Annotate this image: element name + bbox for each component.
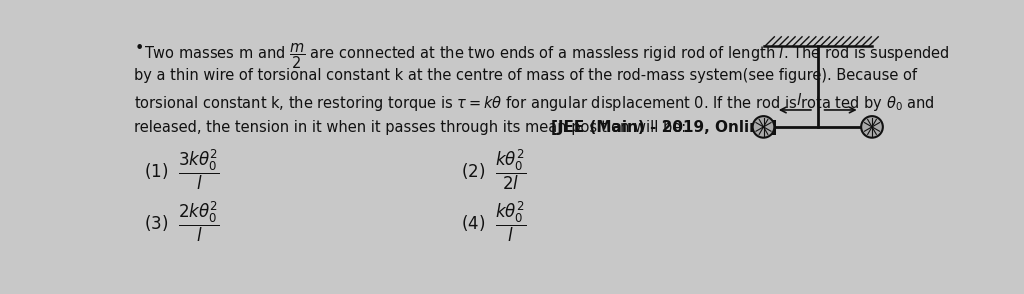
Text: released, the tension in it when it passes through its mean position will be:: released, the tension in it when it pass… (134, 120, 710, 135)
Circle shape (753, 116, 774, 138)
Text: torsional constant k, the restoring torque is $\tau=k\theta$ for angular displac: torsional constant k, the restoring torq… (134, 94, 935, 113)
Text: by a thin wire of torsional constant k at the centre of mass of the rod-mass sys: by a thin wire of torsional constant k a… (134, 68, 918, 83)
Text: (3)  $\dfrac{2k\theta_0^2}{l}$: (3) $\dfrac{2k\theta_0^2}{l}$ (143, 200, 219, 244)
Text: •: • (134, 41, 143, 56)
Circle shape (861, 116, 883, 138)
Text: (1)  $\dfrac{3k\theta_0^2}{l}$: (1) $\dfrac{3k\theta_0^2}{l}$ (143, 148, 219, 192)
Text: (2)  $\dfrac{k\theta_0^2}{2l}$: (2) $\dfrac{k\theta_0^2}{2l}$ (461, 148, 526, 192)
Text: (4)  $\dfrac{k\theta_0^2}{l}$: (4) $\dfrac{k\theta_0^2}{l}$ (461, 200, 526, 244)
Text: $l$: $l$ (796, 92, 802, 108)
Text: [JEE (Main) - 2019, Online]: [JEE (Main) - 2019, Online] (551, 120, 777, 135)
Text: Two masses m and $\dfrac{m}{2}$ are connected at the two ends of a massless rigi: Two masses m and $\dfrac{m}{2}$ are conn… (143, 41, 949, 71)
